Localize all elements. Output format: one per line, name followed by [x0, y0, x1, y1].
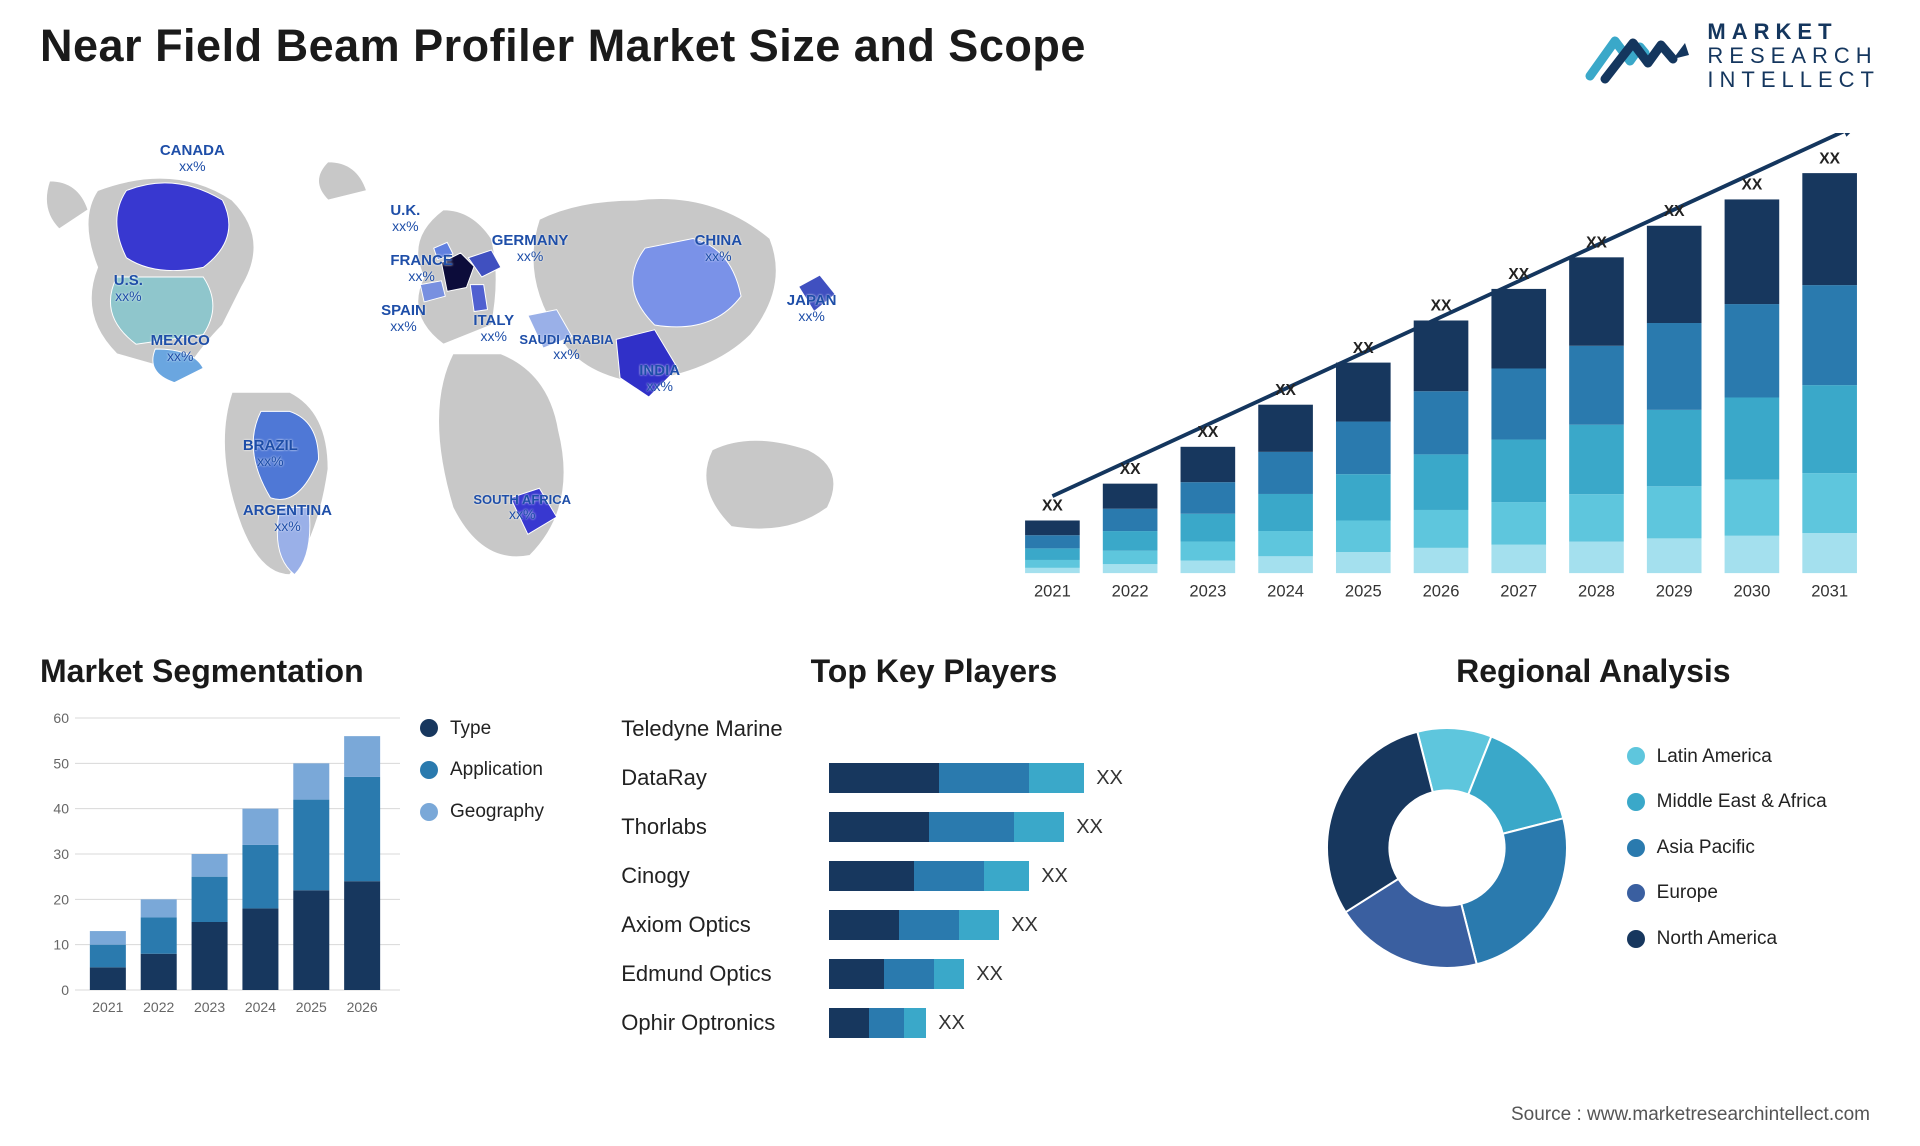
- svg-text:60: 60: [53, 710, 69, 726]
- player-name: Cinogy: [621, 864, 811, 888]
- player-value: XX: [1096, 767, 1123, 789]
- logo-line2: RESEARCH: [1707, 44, 1880, 68]
- market-size-chart: XX 2021 XX 2022 XX 2023 XX 2024 XX 2025 XX 2026 XX 20…: [1002, 123, 1880, 623]
- svg-text:XX: XX: [1741, 176, 1762, 193]
- player-name: Axiom Optics: [621, 913, 811, 937]
- brand-logo: MARKET RESEARCH INTELLECT: [1585, 20, 1880, 93]
- region-legend-item: Asia Pacific: [1627, 825, 1827, 871]
- segmentation-legend: TypeApplicationGeography: [420, 708, 544, 1018]
- player-row: Thorlabs XX: [621, 806, 1246, 849]
- svg-text:10: 10: [53, 936, 69, 952]
- player-name: Edmund Optics: [621, 962, 811, 986]
- svg-text:XX: XX: [1197, 424, 1218, 441]
- logo-text: MARKET RESEARCH INTELLECT: [1707, 20, 1880, 93]
- players-title: Top Key Players: [621, 653, 1246, 690]
- header: Near Field Beam Profiler Market Size and…: [40, 20, 1880, 93]
- players-panel: Top Key Players Teledyne Marine DataRay XX…: [621, 653, 1246, 1053]
- logo-line1: MARKET: [1707, 20, 1880, 44]
- svg-text:2021: 2021: [1034, 581, 1071, 600]
- svg-text:30: 30: [53, 846, 69, 862]
- svg-text:2022: 2022: [143, 999, 174, 1015]
- player-row: Teledyne Marine: [621, 708, 1246, 751]
- svg-text:XX: XX: [1431, 297, 1452, 314]
- logo-mark-icon: [1585, 21, 1695, 91]
- svg-text:2024: 2024: [1267, 581, 1304, 600]
- segmentation-title: Market Segmentation: [40, 653, 561, 690]
- regional-legend: Latin AmericaMiddle East & AfricaAsia Pa…: [1627, 734, 1827, 962]
- svg-text:2022: 2022: [1112, 581, 1149, 600]
- svg-text:2025: 2025: [1345, 581, 1382, 600]
- player-row: Cinogy XX: [621, 855, 1246, 898]
- svg-text:40: 40: [53, 800, 69, 816]
- player-name: Ophir Optronics: [621, 1011, 811, 1035]
- players-list: Teledyne MarineDataRayXXThorlabsXXCinogy…: [621, 708, 1246, 1045]
- svg-text:2028: 2028: [1578, 581, 1615, 600]
- player-value: XX: [976, 963, 1003, 985]
- segmentation-panel: Market Segmentation 0 10 20 30 40 50 60 2021 202…: [40, 653, 561, 1053]
- player-row: Edmund Optics XX: [621, 953, 1246, 996]
- svg-text:2027: 2027: [1500, 581, 1537, 600]
- svg-text:XX: XX: [1353, 339, 1374, 356]
- svg-text:2025: 2025: [296, 999, 327, 1015]
- source-label: Source : www.marketresearchintellect.com: [1511, 1104, 1870, 1126]
- svg-text:0: 0: [61, 982, 69, 998]
- player-value: XX: [1076, 816, 1103, 838]
- logo-line3: INTELLECT: [1707, 68, 1880, 92]
- svg-text:2031: 2031: [1811, 581, 1848, 600]
- region-legend-item: Middle East & Africa: [1627, 779, 1827, 825]
- svg-text:XX: XX: [1586, 234, 1607, 251]
- player-row: Ophir Optronics XX: [621, 1002, 1246, 1045]
- player-row: Axiom Optics XX: [621, 904, 1246, 947]
- segmentation-chart: 0 10 20 30 40 50 60 2021 2022 2023 2024 2025 2026: [40, 708, 400, 1018]
- svg-text:2026: 2026: [1423, 581, 1460, 600]
- page-title: Near Field Beam Profiler Market Size and…: [40, 20, 1086, 72]
- player-value: XX: [1041, 865, 1068, 887]
- region-legend-item: North America: [1627, 916, 1827, 962]
- svg-text:2026: 2026: [347, 999, 378, 1015]
- svg-text:2021: 2021: [92, 999, 123, 1015]
- world-map: CANADAxx%U.S.xx%MEXICOxx%BRAZILxx%ARGENT…: [40, 123, 962, 623]
- svg-text:20: 20: [53, 891, 69, 907]
- svg-text:XX: XX: [1664, 203, 1685, 220]
- svg-text:2029: 2029: [1656, 581, 1693, 600]
- svg-text:XX: XX: [1042, 497, 1063, 514]
- regional-title: Regional Analysis: [1307, 653, 1880, 690]
- svg-text:XX: XX: [1819, 150, 1840, 167]
- seg-legend-geography: Geography: [420, 791, 544, 833]
- seg-legend-type: Type: [420, 708, 544, 750]
- svg-text:2023: 2023: [194, 999, 225, 1015]
- svg-text:2024: 2024: [245, 999, 276, 1015]
- player-name: Thorlabs: [621, 815, 811, 839]
- regional-panel: Regional Analysis Latin AmericaMiddle Ea…: [1307, 653, 1880, 1053]
- player-value: XX: [938, 1012, 965, 1034]
- svg-text:XX: XX: [1275, 382, 1296, 399]
- svg-text:2030: 2030: [1733, 581, 1770, 600]
- region-legend-item: Europe: [1627, 870, 1827, 916]
- bottom-row: Market Segmentation 0 10 20 30 40 50 60 2021 202…: [40, 653, 1880, 1053]
- player-value: XX: [1011, 914, 1038, 936]
- svg-text:XX: XX: [1120, 460, 1141, 477]
- player-name: Teledyne Marine: [621, 717, 811, 741]
- player-row: DataRay XX: [621, 757, 1246, 800]
- top-row: CANADAxx%U.S.xx%MEXICOxx%BRAZILxx%ARGENT…: [40, 123, 1880, 623]
- svg-text:50: 50: [53, 755, 69, 771]
- svg-text:XX: XX: [1508, 266, 1529, 283]
- region-legend-item: Latin America: [1627, 734, 1827, 780]
- svg-text:2023: 2023: [1189, 581, 1226, 600]
- seg-legend-application: Application: [420, 749, 544, 791]
- regional-donut: [1307, 708, 1587, 988]
- player-name: DataRay: [621, 766, 811, 790]
